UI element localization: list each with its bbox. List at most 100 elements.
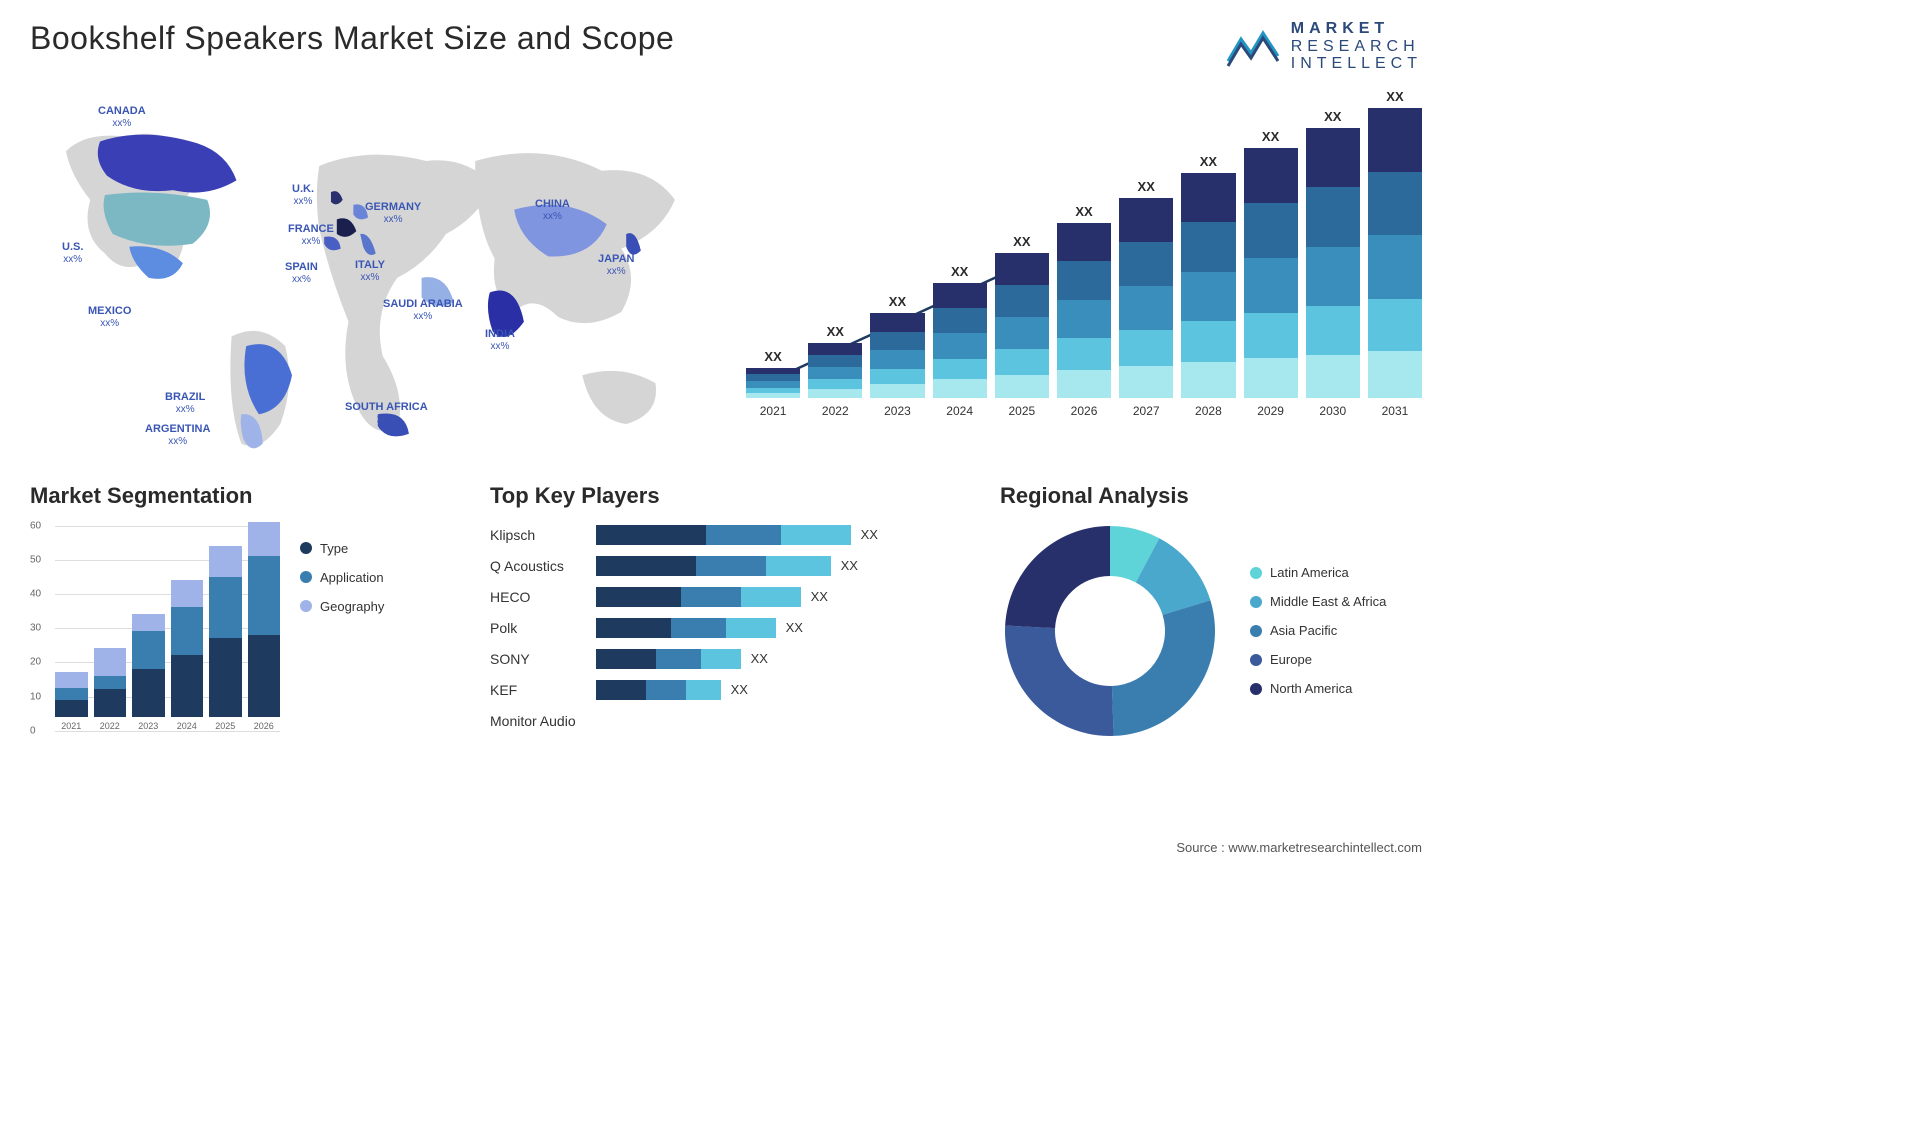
seg-year-label: 2023 (138, 721, 158, 731)
seg-year-label: 2022 (100, 721, 120, 731)
source-text: Source : www.marketresearchintellect.com (1176, 840, 1422, 855)
legend-label: Asia Pacific (1270, 623, 1337, 638)
logo: MARKET RESEARCH INTELLECT (1223, 20, 1422, 73)
growth-bar-2030: XX 2030 (1306, 109, 1360, 418)
growth-year-label: 2021 (760, 404, 787, 418)
seg-ytick: 20 (30, 657, 41, 668)
seg-ytick: 0 (30, 725, 36, 736)
growth-bar-value: XX (889, 294, 906, 309)
legend-label: Latin America (1270, 565, 1349, 580)
growth-bar-value: XX (951, 264, 968, 279)
regional-legend: Latin America Middle East & Africa Asia Pa… (1250, 565, 1386, 696)
legend-label: Application (320, 570, 384, 585)
country-label-brazil: BRAZILxx% (165, 391, 205, 415)
legend-dot-icon (300, 542, 312, 554)
players-bars: XX XX XX XX XX XX (596, 521, 970, 731)
regional-legend-item: North America (1250, 681, 1386, 696)
country-label-india: INDIAxx% (485, 328, 515, 352)
player-bar-row: XX (596, 618, 970, 638)
growth-bar-2023: XX 2023 (870, 294, 924, 418)
player-name: Klipsch (490, 525, 576, 545)
legend-label: Type (320, 541, 348, 556)
legend-label: Geography (320, 599, 384, 614)
growth-bar-value: XX (764, 349, 781, 364)
growth-year-label: 2026 (1071, 404, 1098, 418)
segmentation-title: Market Segmentation (30, 483, 460, 509)
seg-year-label: 2021 (61, 721, 81, 731)
legend-dot-icon (300, 600, 312, 612)
seg-bar-2026: 2026 (248, 522, 281, 731)
growth-bar-value: XX (1262, 129, 1279, 144)
player-value: XX (861, 527, 878, 542)
player-name: Q Acoustics (490, 556, 576, 576)
player-bar-row: XX (596, 556, 970, 576)
logo-line3: INTELLECT (1291, 55, 1422, 73)
regional-title: Regional Analysis (1000, 483, 1422, 509)
segmentation-legend: Type Application Geography (300, 541, 384, 751)
growth-year-label: 2030 (1319, 404, 1346, 418)
growth-bar-value: XX (1138, 179, 1155, 194)
growth-bar-value: XX (1013, 234, 1030, 249)
country-label-france: FRANCExx% (288, 223, 334, 247)
donut-slice-europe (1005, 625, 1114, 735)
country-label-germany: GERMANYxx% (365, 201, 421, 225)
player-value: XX (731, 682, 748, 697)
country-label-japan: JAPANxx% (598, 253, 634, 277)
player-bar-row: XX (596, 680, 970, 700)
regional-legend-item: Middle East & Africa (1250, 594, 1386, 609)
country-label-italy: ITALYxx% (355, 259, 385, 283)
player-value: XX (811, 589, 828, 604)
growth-bar-value: XX (1386, 89, 1403, 104)
seg-ytick: 30 (30, 623, 41, 634)
regional-legend-item: Asia Pacific (1250, 623, 1386, 638)
growth-bar-value: XX (827, 324, 844, 339)
country-label-canada: CANADAxx% (98, 105, 146, 129)
growth-year-label: 2024 (946, 404, 973, 418)
player-name: KEF (490, 680, 576, 700)
growth-bar-value: XX (1324, 109, 1341, 124)
regional-legend-item: Europe (1250, 652, 1386, 667)
growth-year-label: 2022 (822, 404, 849, 418)
country-label-china: CHINAxx% (535, 198, 570, 222)
player-name: SONY (490, 649, 576, 669)
growth-year-label: 2025 (1008, 404, 1035, 418)
country-label-mexico: MEXICOxx% (88, 305, 131, 329)
seg-ytick: 40 (30, 589, 41, 600)
world-map-panel: CANADAxx% U.S.xx% MEXICOxx% BRAZILxx% ARGENT… (30, 83, 706, 463)
donut-slice-north-america (1005, 526, 1110, 628)
regional-legend-item: Latin America (1250, 565, 1386, 580)
growth-year-label: 2023 (884, 404, 911, 418)
legend-label: Middle East & Africa (1270, 594, 1386, 609)
segmentation-panel: Market Segmentation 01020304050602021202… (30, 483, 460, 751)
growth-bar-2029: XX2029 (1244, 129, 1298, 418)
seg-bar-2025: 2025 (209, 546, 242, 731)
seg-ytick: 10 (30, 691, 41, 702)
growth-chart-panel: XX2021XX2022XX2023XX2024XX2025XX2026XX20… (746, 83, 1422, 463)
players-names: KlipschQ AcousticsHECOPolkSONYKEFMonitor… (490, 521, 576, 731)
seg-year-label: 2025 (215, 721, 235, 731)
growth-bar-value: XX (1075, 204, 1092, 219)
logo-line2: RESEARCH (1291, 38, 1422, 56)
seg-year-label: 2026 (254, 721, 274, 731)
country-label-argentina: ARGENTINAxx% (145, 423, 210, 447)
player-bar-row: XX (596, 649, 970, 669)
growth-bar-2031: XX2031 (1368, 89, 1422, 418)
seg-legend-item: Application (300, 570, 384, 585)
legend-label: Europe (1270, 652, 1312, 667)
player-bar-row: XX (596, 587, 970, 607)
seg-legend-item: Type (300, 541, 384, 556)
player-name: Monitor Audio (490, 711, 576, 731)
seg-year-label: 2024 (177, 721, 197, 731)
regional-donut (1000, 521, 1220, 741)
seg-ytick: 50 (30, 554, 41, 565)
segmentation-chart: 0102030405060202120222023202420252026 (30, 521, 280, 751)
growth-bar-value: XX (1200, 154, 1217, 169)
logo-line1: MARKET (1291, 20, 1422, 38)
player-name: HECO (490, 587, 576, 607)
country-label-u-s-: U.S.xx% (62, 241, 83, 265)
key-players-panel: Top Key Players KlipschQ AcousticsHECOPo… (490, 483, 970, 751)
player-bar-row: XX (596, 525, 970, 545)
growth-bar-2026: XX 2026 (1057, 204, 1111, 418)
growth-year-label: 2028 (1195, 404, 1222, 418)
legend-dot-icon (1250, 567, 1262, 579)
